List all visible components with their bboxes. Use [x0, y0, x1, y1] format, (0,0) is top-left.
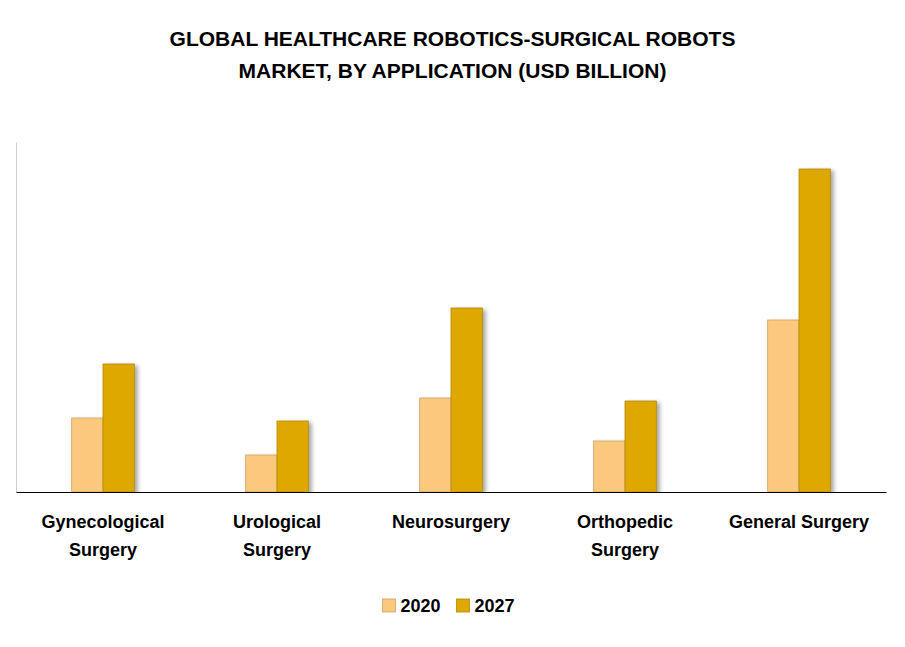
bar — [277, 421, 308, 492]
bar — [451, 308, 482, 492]
title: GLOBAL HEALTHCARE ROBOTICS-SURGICAL ROBO… — [170, 27, 736, 50]
bar — [768, 320, 799, 492]
x-tick-label: Neurosurgery — [392, 512, 510, 532]
x-tick-label: UrologicalSurgery — [233, 512, 321, 560]
bar — [799, 169, 830, 492]
bar — [625, 401, 656, 492]
x-tick-label: GynecologicalSurgery — [41, 512, 164, 560]
x-tick: GynecologicalSurgery — [41, 492, 164, 560]
x-tick: UrologicalSurgery — [233, 492, 321, 560]
x-tick: Neurosurgery — [392, 492, 510, 532]
series — [103, 169, 830, 492]
legend-swatch — [383, 599, 396, 612]
title-group: GLOBAL HEALTHCARE ROBOTICS-SURGICAL ROBO… — [170, 27, 736, 82]
x-axis-line — [17, 492, 887, 493]
bar — [72, 418, 103, 492]
bar — [594, 441, 625, 492]
bar — [246, 455, 277, 492]
bar — [103, 364, 134, 492]
legend-label: 2020 — [401, 596, 441, 616]
y-axis-line — [16, 143, 17, 493]
bars — [72, 169, 831, 492]
x-tick: OrthopedicSurgery — [577, 492, 673, 560]
x-axis: GynecologicalSurgery UrologicalSurgery Neu… — [17, 492, 887, 560]
title: MARKET, BY APPLICATION (USD BILLION) — [239, 59, 667, 82]
y-axis — [16, 143, 17, 493]
legend: 2020 2027 — [383, 596, 515, 616]
legend-item: 2027 — [457, 596, 515, 616]
plot: GynecologicalSurgery UrologicalSurgery Neu… — [17, 143, 887, 561]
chart: GLOBAL HEALTHCARE ROBOTICS-SURGICAL ROBO… — [0, 0, 905, 647]
x-tick-label: General Surgery — [729, 512, 869, 532]
series — [72, 320, 799, 492]
x-tick: General Surgery — [729, 492, 869, 532]
legend-label: 2027 — [475, 596, 515, 616]
x-tick-label: OrthopedicSurgery — [577, 512, 673, 560]
legend-item: 2020 — [383, 596, 441, 616]
bar — [420, 398, 451, 492]
legend-swatch — [457, 599, 470, 612]
